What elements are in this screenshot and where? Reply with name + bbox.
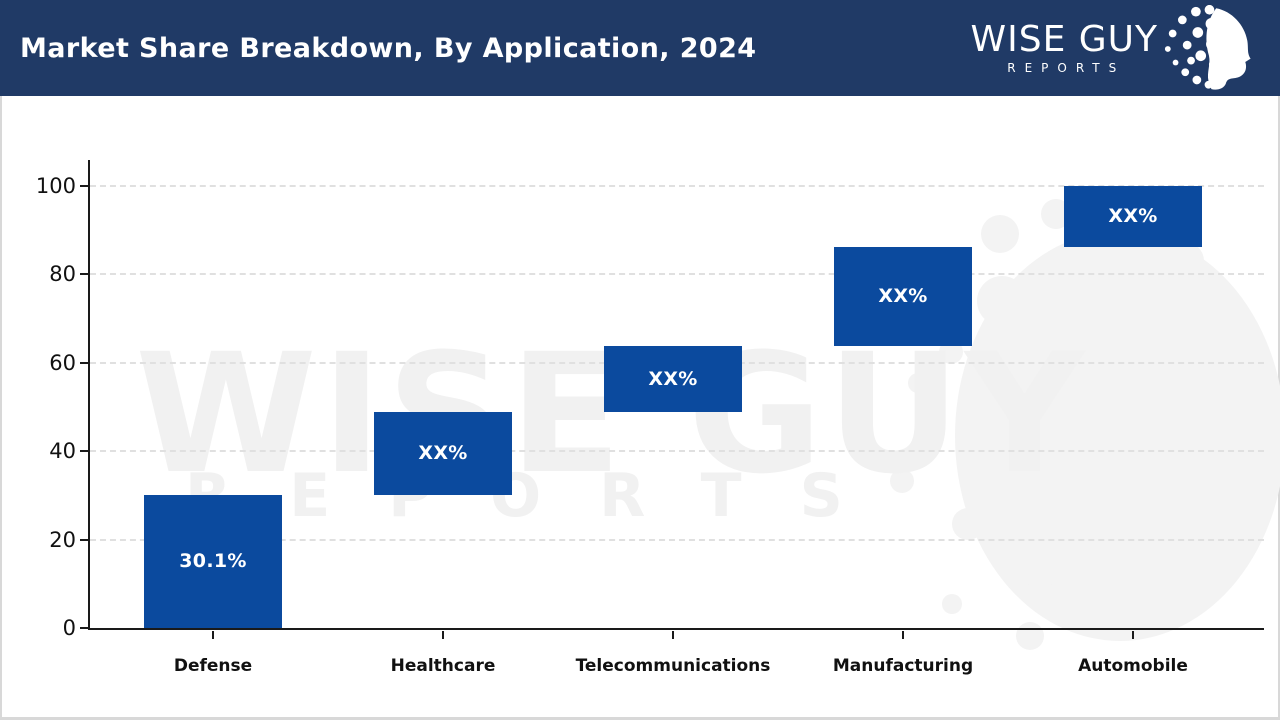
gridline-40 bbox=[90, 450, 1264, 453]
bar-telecommunications: XX% bbox=[604, 345, 742, 412]
x-tick-label-automobile: Automobile bbox=[1078, 656, 1188, 676]
brand-logo: WISE GUY REPORTS bbox=[971, 5, 1255, 91]
bar-automobile: XX% bbox=[1064, 185, 1202, 247]
bar-manufacturing: XX% bbox=[834, 246, 972, 346]
x-tickmark-telecommunications bbox=[672, 631, 674, 639]
x-tickmark-defense bbox=[212, 631, 214, 639]
x-tickmark-manufacturing bbox=[902, 631, 904, 639]
y-tickmark-80 bbox=[80, 273, 88, 276]
y-tick-label-40: 40 bbox=[49, 439, 76, 464]
chart-title: Market Share Breakdown, By Application, … bbox=[20, 32, 757, 64]
bar-value-label: XX% bbox=[1108, 205, 1158, 228]
y-tickmark-60 bbox=[80, 361, 88, 364]
y-tick-label-20: 20 bbox=[49, 527, 76, 552]
x-tickmark-healthcare bbox=[442, 631, 444, 639]
x-tickmark-automobile bbox=[1132, 631, 1134, 639]
bar-defense: 30.1% bbox=[144, 494, 282, 628]
brand-name: WISE GUY bbox=[970, 19, 1158, 60]
bar-value-label: XX% bbox=[418, 442, 468, 465]
bar-value-label: 30.1% bbox=[179, 550, 247, 573]
y-tick-label-100: 100 bbox=[35, 173, 76, 198]
y-tickmark-100 bbox=[80, 184, 88, 187]
x-tick-label-healthcare: Healthcare bbox=[390, 656, 496, 676]
plot-area: 30.1% Defense XX% Healthcare XX% Telecommunic… bbox=[80, 160, 1264, 676]
gridline-20 bbox=[90, 538, 1264, 541]
x-tick-label-telecommunications: Telecommunications bbox=[575, 656, 771, 676]
y-tickmark-0 bbox=[80, 627, 88, 629]
y-tickmark-20 bbox=[80, 538, 88, 541]
bar-healthcare: XX% bbox=[374, 411, 512, 495]
brand-logo-text: WISE GUY REPORTS bbox=[970, 19, 1159, 75]
x-tick-label-manufacturing: Manufacturing bbox=[832, 656, 974, 676]
y-tick-label-60: 60 bbox=[49, 350, 76, 375]
y-tick-label-0: 0 bbox=[62, 616, 76, 640]
header-bar: Market Share Breakdown, By Application, … bbox=[0, 0, 1280, 96]
gridline-100 bbox=[90, 184, 1264, 187]
bar-value-label: XX% bbox=[648, 367, 698, 390]
bar-value-label: XX% bbox=[878, 285, 928, 308]
y-tickmark-40 bbox=[80, 450, 88, 453]
brand-subtitle: REPORTS bbox=[1007, 61, 1126, 75]
gridline-80 bbox=[90, 273, 1264, 276]
head-silhouette-icon bbox=[1164, 5, 1251, 90]
y-tick-label-80: 80 bbox=[49, 262, 76, 287]
x-tick-label-defense: Defense bbox=[173, 656, 253, 676]
